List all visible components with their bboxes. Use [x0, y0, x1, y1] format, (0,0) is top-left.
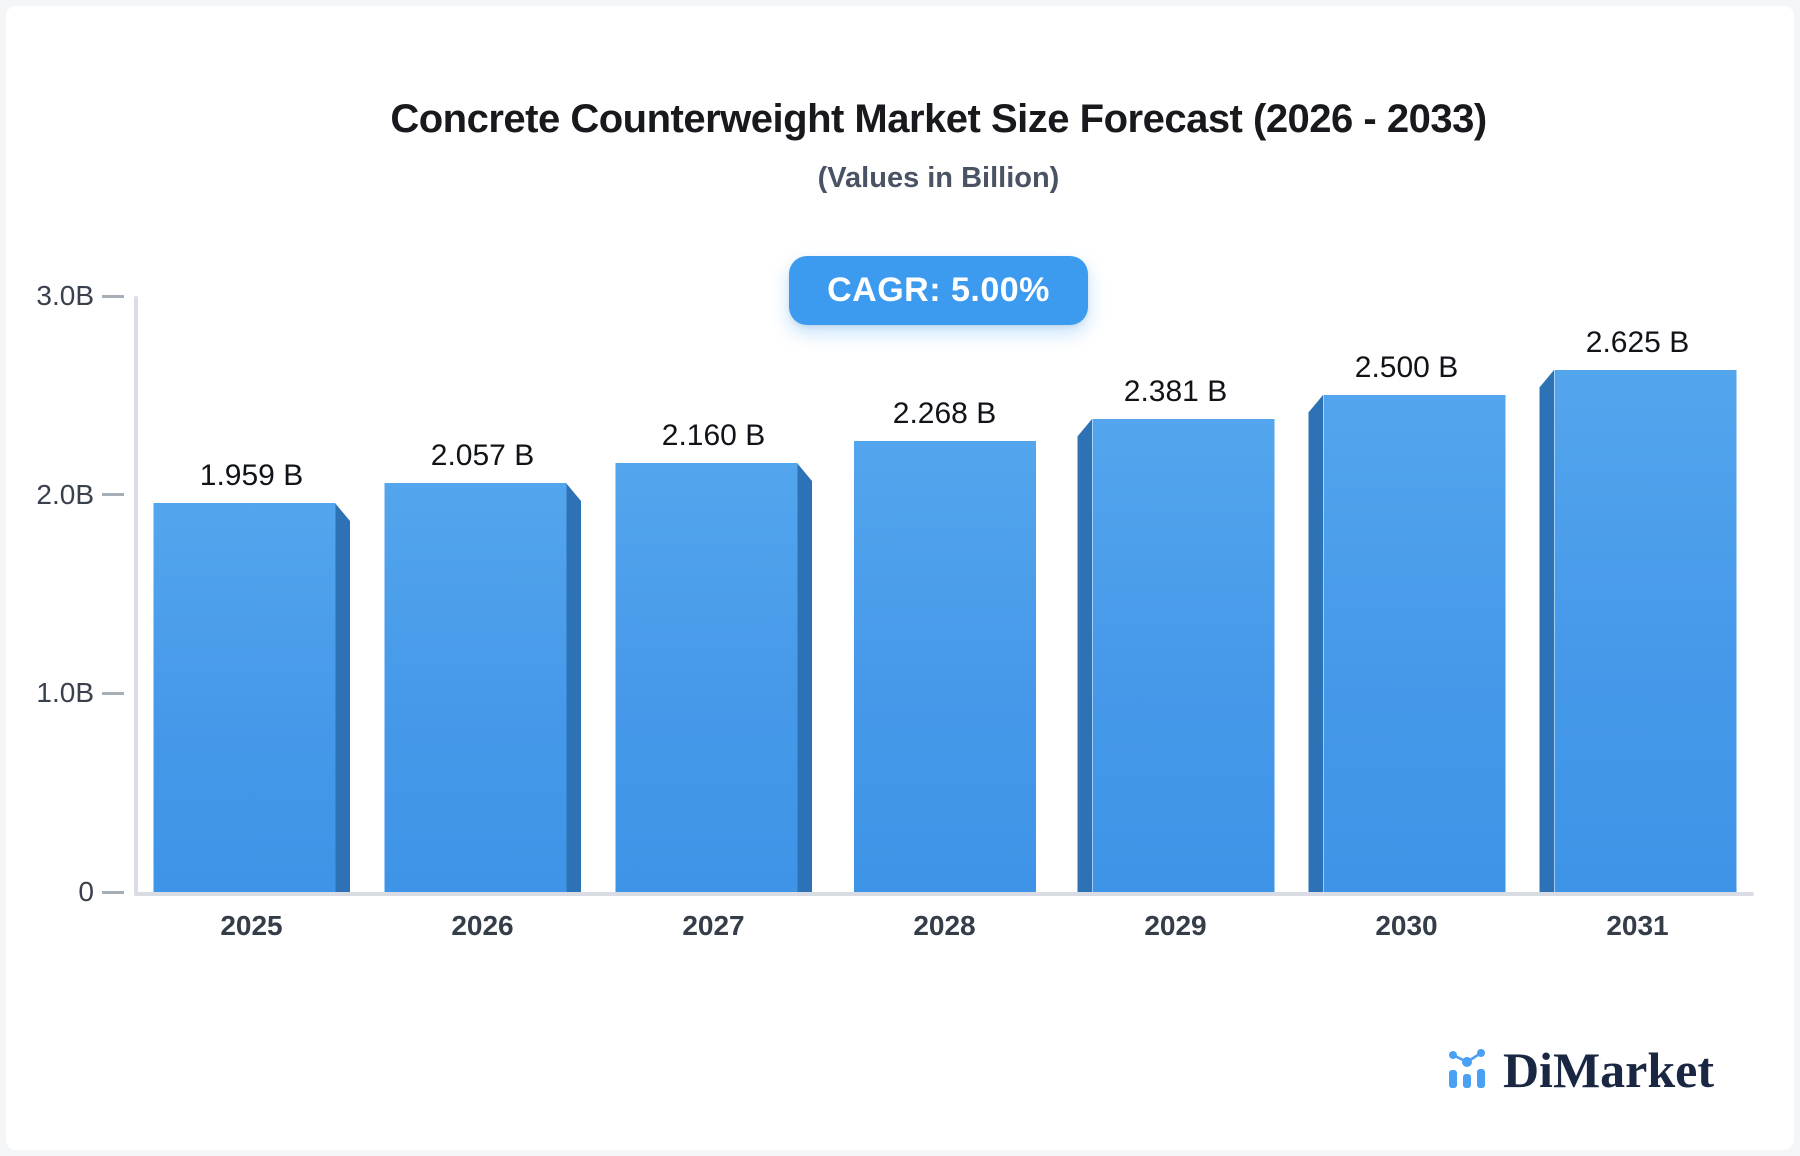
x-axis-label-2030: 2030	[1375, 910, 1438, 941]
bar-value-label: 2.381 B	[1123, 375, 1228, 408]
x-axis-line	[134, 892, 1754, 896]
bar-slot-2031: 2.625 B	[1522, 296, 1753, 892]
bar-2030: 2.500 B	[1308, 353, 1505, 892]
bar-3d-side	[1077, 419, 1092, 892]
bar-face	[1092, 419, 1274, 892]
bar-3d-side	[797, 463, 812, 892]
brand-logo: DiMarket	[1445, 1045, 1714, 1095]
bar-value-label: 2.625 B	[1585, 326, 1690, 359]
bar-slot-2028: 2.268 B	[829, 296, 1060, 892]
y-axis-line	[134, 296, 138, 896]
x-axis-label-2029: 2029	[1144, 910, 1207, 941]
bar-2028: 2.268 B	[853, 399, 1036, 892]
brand-logo-text: DiMarket	[1502, 1042, 1714, 1098]
bar-2031: 2.625 B	[1539, 328, 1736, 892]
bar-value-label: 1.959 B	[199, 459, 304, 492]
y-axis-label: 3.0B	[36, 280, 94, 311]
x-axis-label-2028: 2028	[913, 910, 976, 941]
bar-face	[153, 503, 335, 892]
bar-3d-side	[1308, 395, 1323, 892]
bar-plot-area: 1.959 B 2.057 B 2.160 B 2.268 B 2.381 B 2.500…	[136, 296, 1753, 892]
y-axis-tick	[102, 691, 124, 695]
bar-2027: 2.160 B	[615, 421, 812, 892]
bar-value-label: 2.500 B	[1354, 351, 1459, 384]
bar-2026: 2.057 B	[384, 441, 581, 892]
chart-title: Concrete Counterweight Market Size Forec…	[390, 97, 1487, 141]
bar-slot-2026: 2.057 B	[367, 296, 598, 892]
bar-slot-2027: 2.160 B	[598, 296, 829, 892]
x-axis-label-2031: 2031	[1606, 910, 1669, 941]
bar-face	[615, 463, 797, 892]
y-axis-label: 2.0B	[36, 478, 94, 510]
x-axis-label-2027: 2027	[682, 910, 745, 941]
bar-2029: 2.381 B	[1077, 377, 1274, 892]
bar-slot-2025: 1.959 B	[136, 296, 367, 892]
bar-value-label: 2.160 B	[661, 419, 766, 452]
bar-value-label: 2.057 B	[430, 439, 535, 472]
chart-header: Concrete Counterweight Market Size Forec…	[136, 96, 1741, 195]
bar-slot-2030: 2.500 B	[1291, 296, 1522, 892]
bar-value-label: 2.268 B	[892, 397, 997, 430]
bar-face	[1554, 370, 1736, 892]
x-axis-label-2025: 2025	[220, 910, 283, 941]
chart-subtitle: (Values in Billion)	[817, 162, 1060, 194]
chart-card: Concrete Counterweight Market Size Forec…	[6, 6, 1794, 1150]
bar-face	[853, 441, 1036, 892]
y-axis-tick	[102, 493, 124, 497]
bar-slot-2029: 2.381 B	[1060, 296, 1291, 892]
bar-3d-side	[1539, 370, 1554, 892]
y-axis-tick	[102, 294, 124, 298]
bar-3d-side	[566, 483, 581, 892]
bar-3d-side	[335, 503, 350, 892]
y-axis-tick	[102, 890, 124, 894]
bar-2025: 1.959 B	[153, 461, 350, 892]
y-axis-label: 0	[78, 876, 94, 907]
x-axis-label-2026: 2026	[451, 910, 514, 941]
bar-face	[384, 483, 566, 892]
x-axis-labels: 2025 2026 2027 2028 2029 2030 2031	[136, 910, 1753, 942]
mini-bar-chart-icon	[1448, 1049, 1485, 1088]
bar-face	[1323, 395, 1505, 892]
y-axis-label: 1.0B	[36, 677, 94, 709]
